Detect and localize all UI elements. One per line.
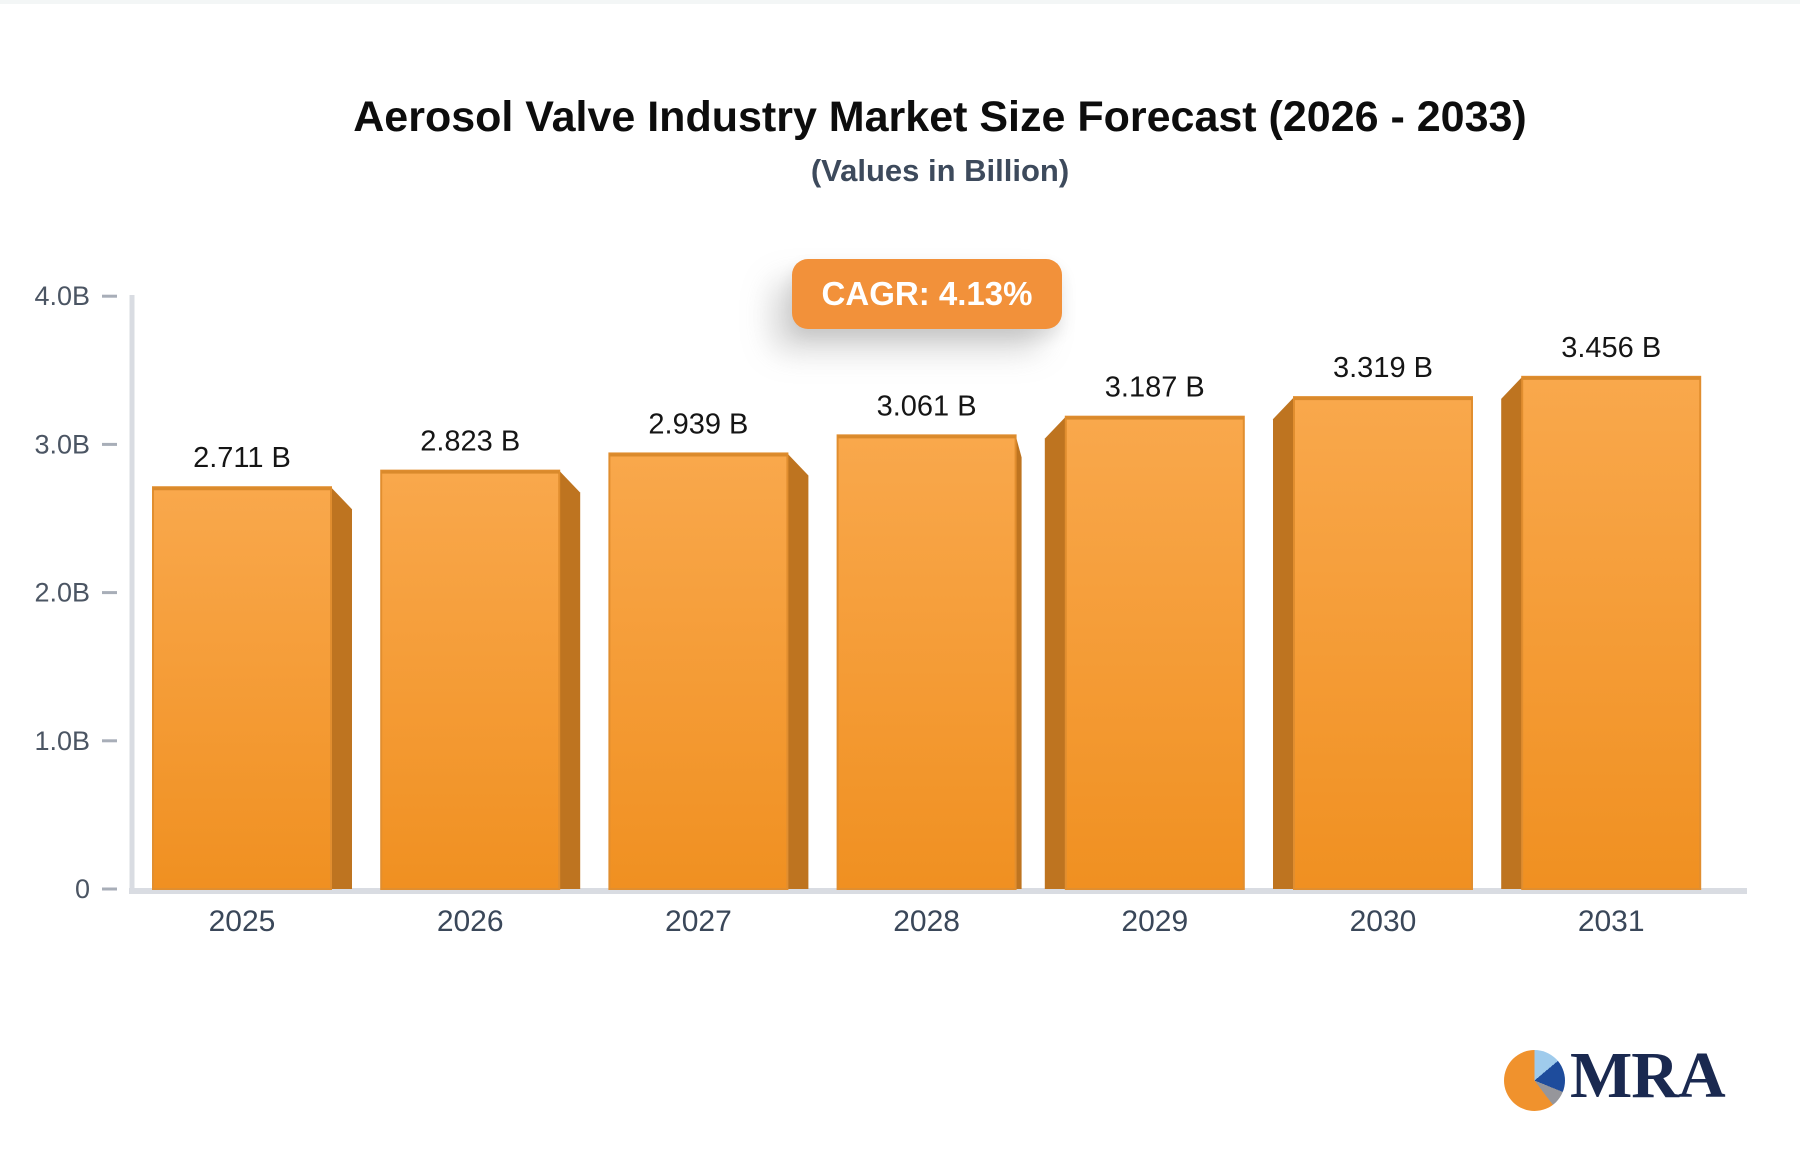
bar-side-3d [331,487,352,889]
bar-2028 [836,434,1017,890]
mra-logo: MRA [1504,1039,1726,1114]
bar-value-label: 2.939 B [648,408,748,440]
bar-chart: 0 1.0B 2.0B 3.0B 4.0B 2.711 B 2025 2.823 B 2026… [34,281,1747,938]
x-axis-label: 2031 [1578,905,1645,938]
bar-side-3d [559,470,581,889]
bar-2026 [380,469,561,890]
y-tick-label: 2.0B [34,578,90,608]
labels-group: 2.711 B 2025 2.823 B 2026 2.939 B 2027 3.061 B… [193,332,1661,938]
bar-2031 [1521,375,1702,890]
x-axis-label: 2027 [665,905,732,938]
bar-value-label: 2.823 B [420,426,520,458]
cagr-badge: CAGR: 4.13% [792,259,1062,329]
bar-2027 [608,452,789,890]
bar-value-label: 3.456 B [1561,332,1661,364]
bars-group [152,375,1702,890]
bar-side-3d [787,453,809,889]
title-block: Aerosol Valve Industry Market Size Forec… [132,92,1748,189]
bar-2030 [1293,396,1473,890]
bar-side-3d [1015,435,1022,889]
chart-title: Aerosol Valve Industry Market Size Forec… [353,93,1527,141]
bar-side-3d [1044,416,1066,889]
y-tick-label: 1.0B [34,726,90,756]
bar-side-3d [1501,376,1523,889]
x-axis-label: 2026 [437,905,504,938]
x-axis-label: 2025 [209,905,276,938]
x-axis-label: 2029 [1121,905,1188,938]
x-axis-label: 2030 [1350,905,1417,938]
bar-side-3d [1273,397,1294,889]
logo-text: MRA [1570,1039,1726,1112]
y-tick-label: 3.0B [34,429,90,459]
bar-value-label: 3.319 B [1333,352,1433,384]
bar-2025 [152,486,332,890]
pie-chart-logo-icon [1504,1049,1565,1111]
bar-value-label: 2.711 B [193,442,291,474]
y-tick-label: 4.0B [34,281,90,311]
chart-subtitle: (Values in Billion) [810,152,1070,188]
x-axis-label: 2028 [893,905,960,938]
axes: 0 1.0B 2.0B 3.0B 4.0B [34,281,1747,904]
bar-value-label: 3.187 B [1105,372,1205,404]
bar-2029 [1064,415,1245,890]
y-tick-label: 0 [75,874,90,904]
bar-value-label: 3.061 B [877,390,977,422]
